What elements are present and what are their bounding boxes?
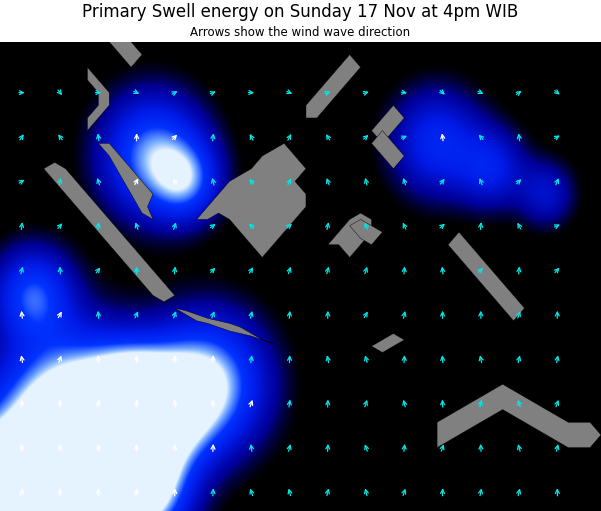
Text: Primary Swell energy on Sunday 17 Nov at 4pm WIB: Primary Swell energy on Sunday 17 Nov at…: [82, 3, 519, 21]
Text: Arrows show the wind wave direction: Arrows show the wind wave direction: [191, 26, 410, 39]
